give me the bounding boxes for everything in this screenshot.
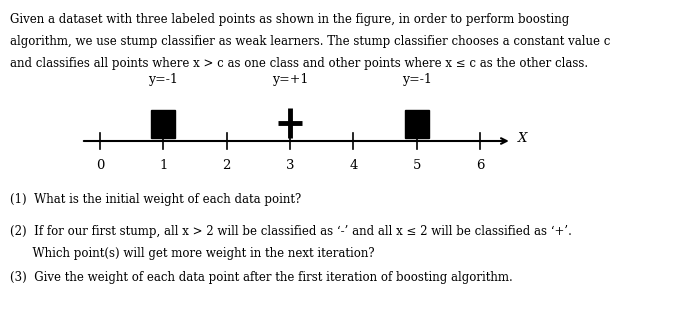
Text: y=-1: y=-1 bbox=[149, 73, 178, 86]
Text: 3: 3 bbox=[286, 159, 294, 172]
Text: (2)  If for our first stump, all x > 2 will be classified as ‘-’ and all x ≤ 2 w: (2) If for our first stump, all x > 2 wi… bbox=[10, 225, 572, 238]
Text: 0: 0 bbox=[96, 159, 104, 172]
Bar bbox=[405, 110, 429, 138]
Text: 1: 1 bbox=[159, 159, 167, 172]
Text: y=-1: y=-1 bbox=[402, 73, 431, 86]
Text: and classifies all points where x > c as one class and other points where x ≤ c : and classifies all points where x > c as… bbox=[10, 57, 588, 70]
Text: 6: 6 bbox=[475, 159, 484, 172]
Text: (3)  Give the weight of each data point after the first iteration of boosting al: (3) Give the weight of each data point a… bbox=[10, 271, 513, 284]
Text: 4: 4 bbox=[349, 159, 358, 172]
Text: 2: 2 bbox=[222, 159, 231, 172]
Text: (1)  What is the initial weight of each data point?: (1) What is the initial weight of each d… bbox=[10, 193, 301, 206]
Text: 5: 5 bbox=[413, 159, 421, 172]
Text: algorithm, we use stump classifier as weak learners. The stump classifier choose: algorithm, we use stump classifier as we… bbox=[10, 35, 610, 48]
Text: Which point(s) will get more weight in the next iteration?: Which point(s) will get more weight in t… bbox=[10, 247, 375, 260]
Text: Given a dataset with three labeled points as shown in the figure, in order to pe: Given a dataset with three labeled point… bbox=[10, 13, 569, 26]
Text: X: X bbox=[518, 132, 528, 146]
Bar bbox=[151, 110, 175, 138]
Text: y=+1: y=+1 bbox=[272, 73, 308, 86]
